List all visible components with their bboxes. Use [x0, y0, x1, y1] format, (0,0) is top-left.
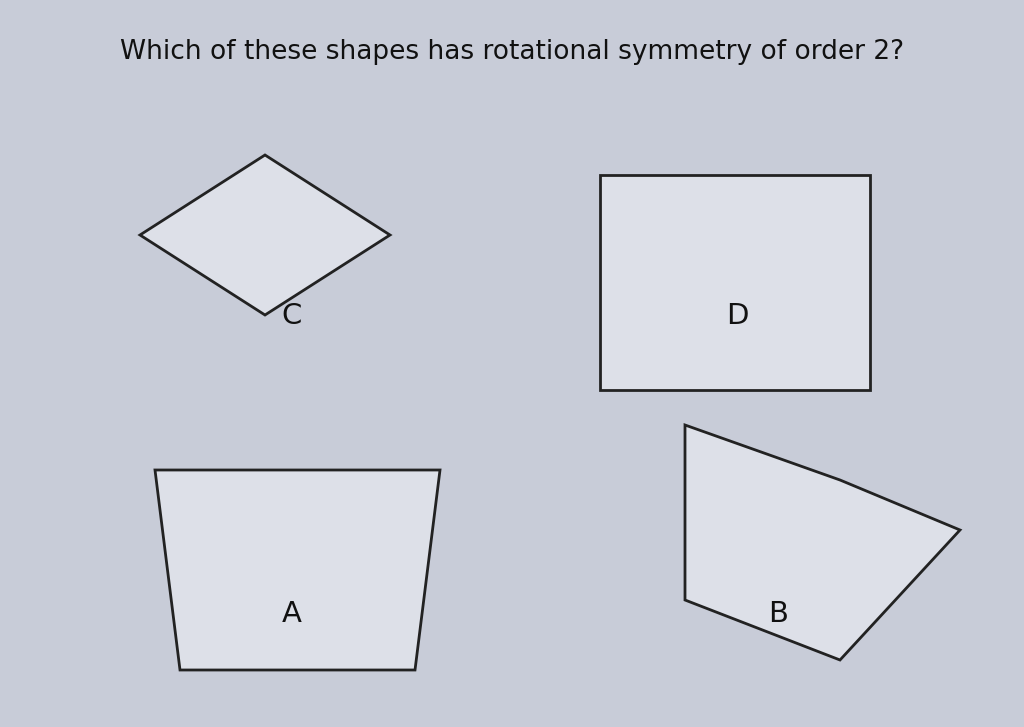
Text: D: D — [726, 302, 749, 330]
Text: Which of these shapes has rotational symmetry of order 2?: Which of these shapes has rotational sym… — [120, 39, 904, 65]
Polygon shape — [685, 425, 961, 660]
Text: A: A — [282, 601, 302, 628]
Text: B: B — [768, 601, 788, 628]
Text: C: C — [282, 302, 302, 330]
Polygon shape — [155, 470, 440, 670]
Polygon shape — [600, 175, 870, 390]
Polygon shape — [140, 155, 390, 315]
